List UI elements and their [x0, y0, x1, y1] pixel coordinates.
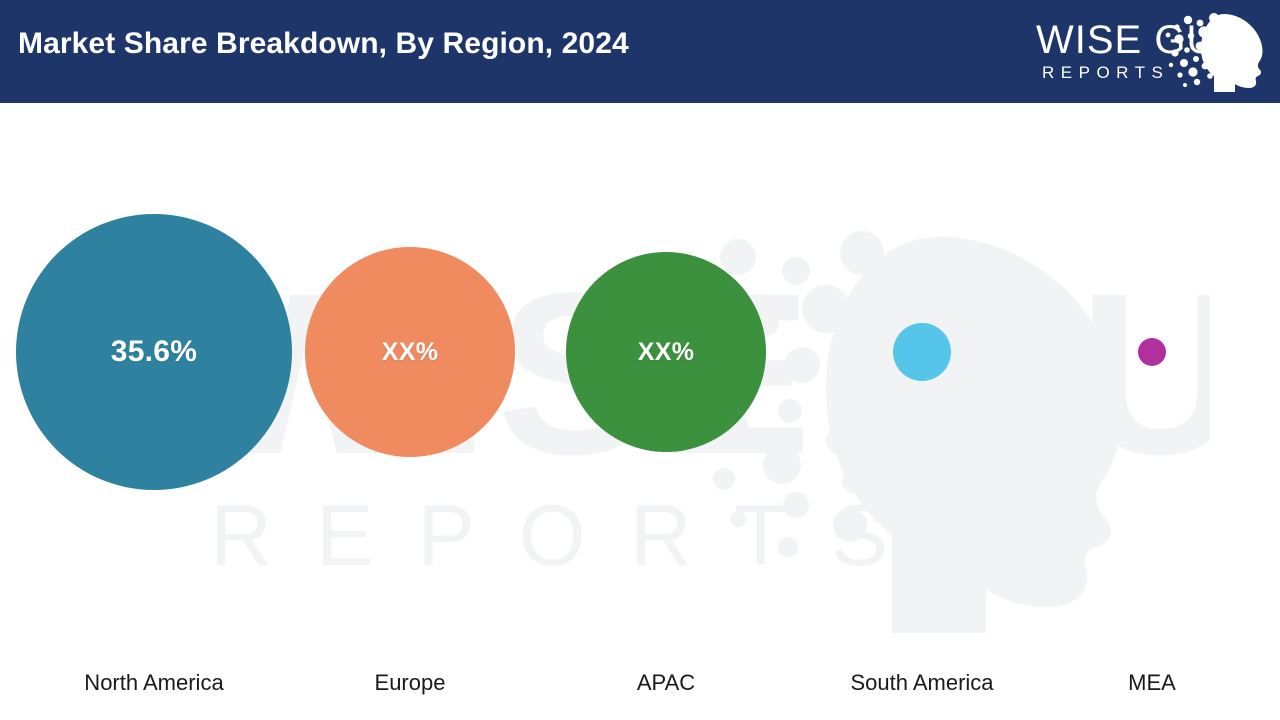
bubble-mea[interactable] [1138, 338, 1166, 366]
bubble-series: 35.6% XX% XX% [0, 103, 1280, 720]
chart-canvas: WISE GUY REPORTS 35.6% XX% XX% [0, 103, 1280, 720]
bubble-europe[interactable]: XX% [305, 247, 515, 457]
category-label-apac: APAC [636, 670, 696, 695]
svg-text:WISE GUY: WISE GUY [1036, 18, 1244, 62]
bubble-north-america[interactable]: 35.6% [16, 214, 292, 490]
bubble-south-america[interactable] [893, 323, 951, 381]
category-label-mea: MEA [1128, 670, 1176, 695]
bubble-value-apac: XX% [637, 337, 695, 366]
category-label-north-america: North America [84, 670, 224, 695]
page-header: Market Share Breakdown, By Region, 2024 [0, 0, 1280, 103]
category-label-europe: Europe [374, 670, 446, 695]
wise-guy-reports-logo: WISE GUY REPORTS [1028, 6, 1272, 94]
category-label-south-america: South America [850, 670, 994, 695]
svg-text:REPORTS: REPORTS [1042, 63, 1169, 82]
bubble-apac[interactable]: XX% [566, 252, 766, 452]
page-title: Market Share Breakdown, By Region, 2024 [18, 26, 629, 60]
category-axis-labels: North America Europe APAC South America … [0, 668, 1280, 708]
bubble-value-europe: XX% [381, 337, 439, 366]
bubble-value-north-america: 35.6% [110, 335, 198, 368]
